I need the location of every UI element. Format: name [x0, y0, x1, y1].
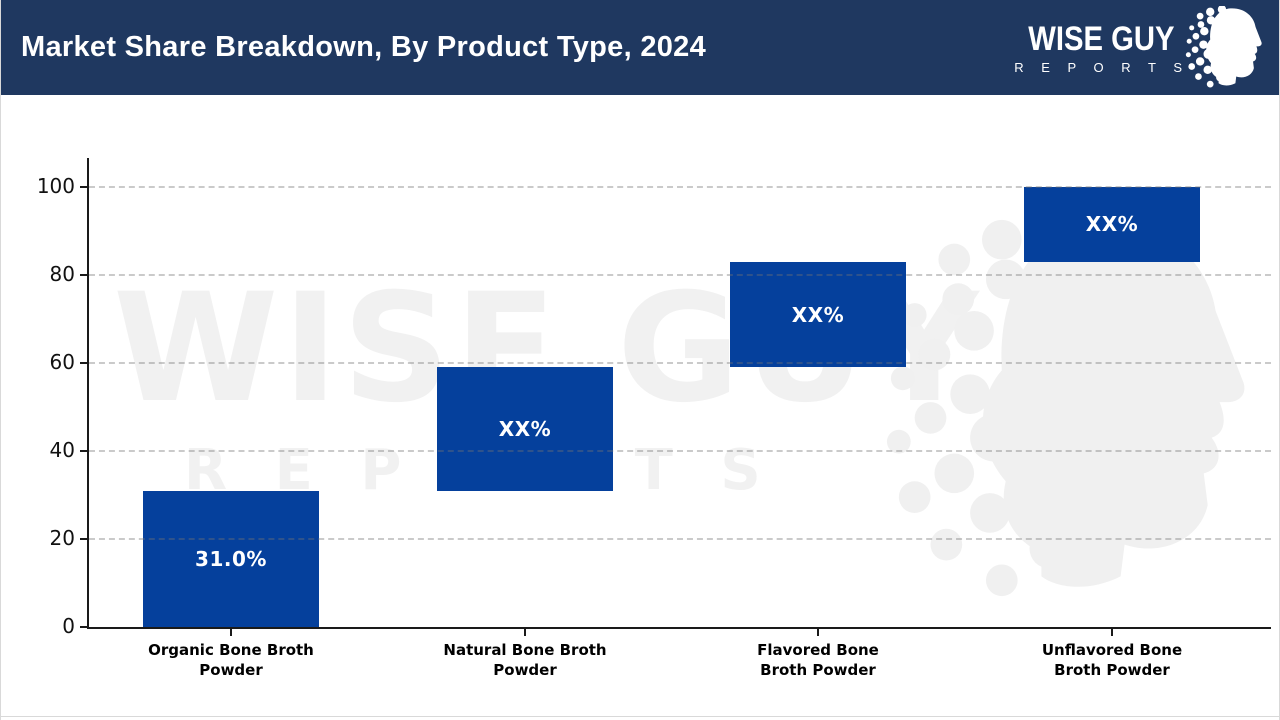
y-tick-label-20: 20: [49, 526, 75, 550]
logo-text-block: WISE GUY R E P O R T S: [1014, 20, 1189, 75]
y-tick-label-60: 60: [49, 350, 75, 374]
x-axis-line: [87, 627, 1271, 629]
y-tick-40: [80, 450, 88, 452]
y-tick-100: [80, 186, 88, 188]
y-tick-label-80: 80: [49, 262, 75, 286]
chart-title: Market Share Breakdown, By Product Type,…: [21, 31, 707, 63]
y-tick-20: [80, 538, 88, 540]
bar-segment: 31.0%: [143, 490, 319, 627]
y-tick-label-0: 0: [62, 614, 75, 638]
y-axis-line: [87, 158, 89, 629]
logo-reports-text: R E P O R T S: [1014, 60, 1189, 75]
gridline-60: [89, 362, 1271, 364]
bar-segment: XX%: [730, 261, 906, 368]
head-profile-logo-icon: [1185, 5, 1262, 87]
bar-value-label: XX%: [498, 416, 552, 441]
gridline-100: [89, 186, 1271, 188]
x-tick: [817, 629, 819, 636]
y-tick-60: [80, 362, 88, 364]
bar-value-label: XX%: [1085, 212, 1139, 237]
gridline-20: [89, 538, 1271, 540]
y-tick-80: [80, 274, 88, 276]
header-bar: Market Share Breakdown, By Product Type,…: [1, 0, 1279, 95]
x-tick: [524, 629, 526, 636]
x-category-label: Unflavored Bone Broth Powder: [1041, 641, 1183, 679]
x-tick: [230, 629, 232, 636]
bar-value-label: XX%: [791, 302, 845, 327]
y-tick-label-100: 100: [36, 174, 75, 198]
y-tick-0: [80, 626, 88, 628]
bottom-frame-rule: [1, 716, 1279, 717]
x-category-label: Flavored Bone Broth Powder: [757, 641, 879, 679]
bar-value-label: 31.0%: [195, 546, 267, 571]
x-tick: [1111, 629, 1113, 636]
y-tick-label-40: 40: [49, 438, 75, 462]
wiseguy-logo: WISE GUY R E P O R T S: [1014, 3, 1271, 92]
watermark-head-icon: [886, 212, 1245, 597]
gridline-40: [89, 450, 1271, 452]
bar-segment: XX%: [437, 367, 613, 491]
x-category-label: Organic Bone Broth Powder: [148, 641, 314, 679]
logo-wordmark: WISE GUY: [1028, 20, 1175, 58]
x-category-label: Natural Bone Broth Powder: [443, 641, 607, 679]
bar-segment: XX%: [1024, 187, 1200, 262]
gridline-80: [89, 274, 1271, 276]
